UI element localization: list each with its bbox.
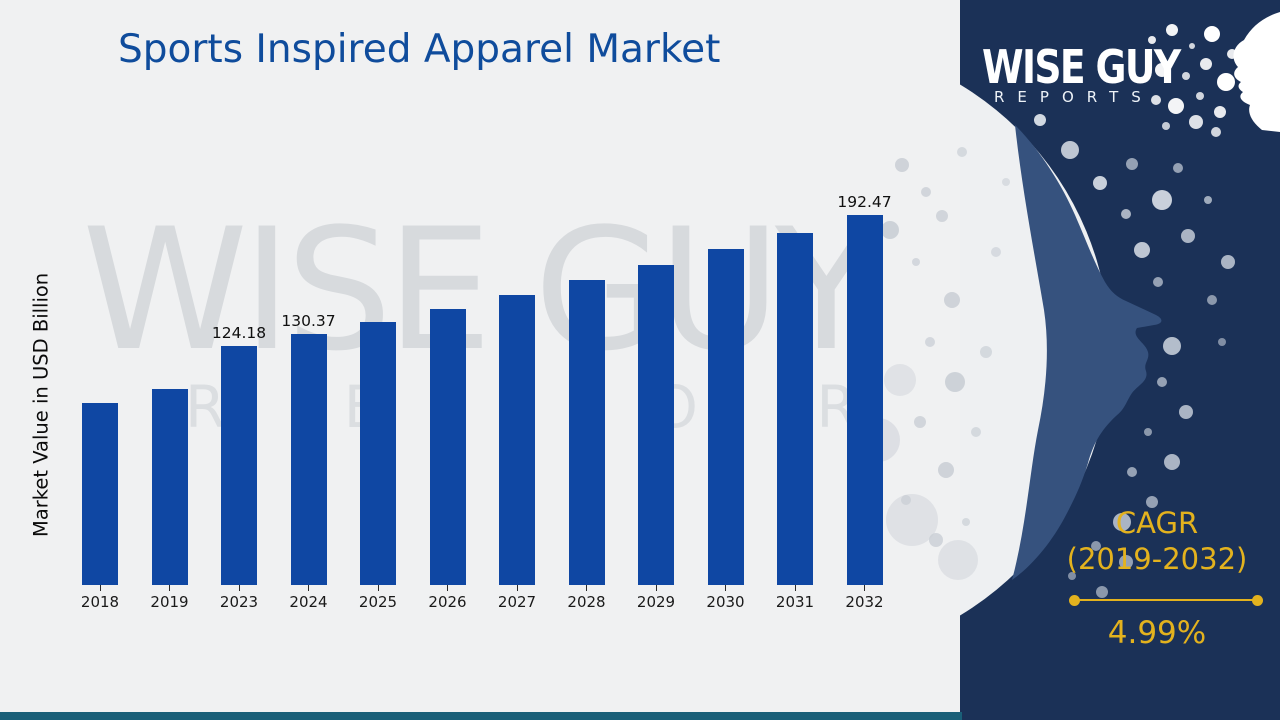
x-tick-label: 2030 [706,593,745,611]
cagr-label: CAGR [1115,506,1199,540]
x-tick-label: 2031 [775,593,815,611]
x-axis-tick [864,585,865,591]
x-tick-label: 2024 [289,593,328,611]
cagr-underline [1069,594,1263,606]
x-tick-label: 2029 [636,593,676,611]
line-endpoint-dot [1069,594,1080,606]
bar-2018 [82,403,118,585]
bar-value-label: 192.47 [837,193,892,211]
bar-2019 [151,389,188,585]
x-axis-tick [308,585,309,591]
bar-2023 [221,346,257,585]
x-tick-label: 2018 [80,593,120,611]
x-tick-label: 2032 [845,593,884,611]
logo-dot-pattern [1148,24,1237,137]
bottom-accent-strip [0,712,962,720]
bar-value-label: 130.37 [281,312,336,330]
x-tick-label: 2023 [219,593,259,611]
bar-2024 [290,334,327,585]
logo-reports-text: REPORTS [994,88,1154,106]
bar-2030 [707,249,744,585]
x-axis-tick [377,585,379,591]
bar-2028 [568,280,605,585]
x-axis-tick [99,585,101,591]
cagr-block: CAGR (2019-2032) 4.99% [1044,505,1270,651]
dot-pattern-navy [1034,114,1235,598]
x-axis-tick [794,585,796,591]
dot-pattern-gray [856,147,1010,580]
x-tick-label: 2027 [497,593,537,611]
x-tick-label: 2026 [428,593,467,611]
y-axis-label: Market Value in USD Billion [29,272,53,538]
x-tick-label: 2025 [358,593,398,611]
face-profile-icon [1012,125,1162,580]
watermark-wiseguy-text: WISE GUY [82,192,878,388]
x-axis-tick [447,585,448,591]
bar-2031 [777,233,813,585]
logo-face-icon [1233,12,1280,132]
x-tick-label: 2019 [150,593,189,611]
x-axis-tick [238,585,240,591]
bar-2026 [429,309,466,585]
logo-wiseguy-text: WISE GUY [982,40,1181,94]
x-axis-tick [725,585,726,591]
cagr-value: 4.99% [1107,614,1207,651]
x-axis-tick [586,585,587,591]
bar-2032 [846,215,883,585]
x-axis-tick [516,585,518,591]
x-axis-tick [169,585,170,591]
bar-2027 [499,295,535,585]
bar-2025 [360,322,396,585]
bar-2029 [638,265,674,585]
page-title: Sports Inspired Apparel Market [118,27,721,72]
x-tick-label: 2028 [567,593,606,611]
cagr-range: (2019-2032) [1066,542,1248,577]
x-axis-tick [655,585,657,591]
bar-value-label: 124.18 [211,324,267,342]
line-endpoint-dot [1252,594,1263,606]
